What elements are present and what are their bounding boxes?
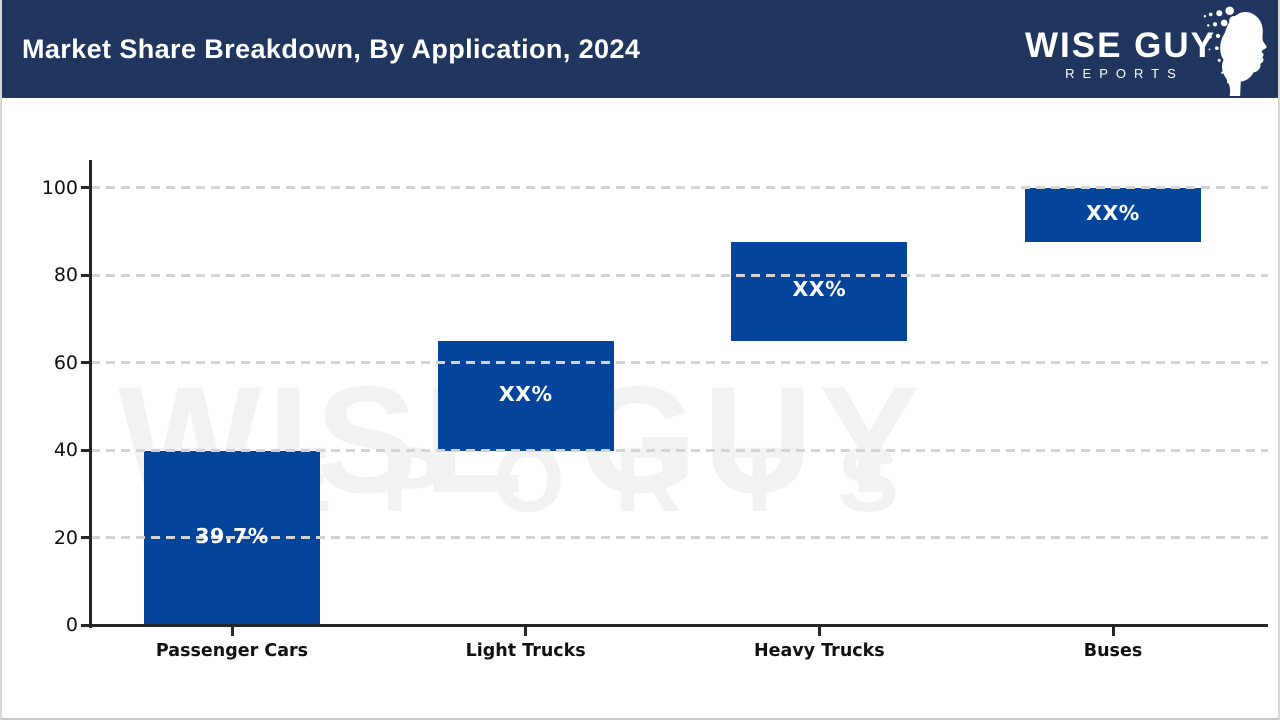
x-category-label-3: Buses xyxy=(1083,641,1143,661)
bar-value-label-2: XX% xyxy=(792,277,847,302)
y-tick-label-20: 20 xyxy=(53,526,78,549)
gridline-80 xyxy=(91,273,1268,277)
y-tick-label-40: 40 xyxy=(53,439,78,461)
x-tick-3 xyxy=(1111,627,1115,636)
y-tick-label-60: 60 xyxy=(53,351,78,374)
bar-value-label-0: 39.7% xyxy=(195,524,269,549)
y-tick-0 xyxy=(81,623,91,627)
gridline-40 xyxy=(91,448,1268,452)
header-bar: Market Share Breakdown, By Application, … xyxy=(2,0,1278,98)
bar-3 xyxy=(1025,187,1201,243)
bar-value-label-3: XX% xyxy=(1086,200,1140,225)
wise-guy-reports-logo: WISE GUY REPORTS xyxy=(1025,4,1268,96)
x-tick-2 xyxy=(817,627,821,636)
x-tick-0 xyxy=(230,627,234,636)
gridline-60 xyxy=(91,361,1268,364)
x-axis-line xyxy=(89,624,1268,627)
y-axis-line xyxy=(89,160,92,628)
x-category-label-1: Light Trucks xyxy=(465,641,586,661)
x-category-label-2: Heavy Trucks xyxy=(753,641,885,661)
y-tick-label-0: 0 xyxy=(65,614,78,636)
bar-2 xyxy=(731,242,908,341)
y-tick-label-80: 80 xyxy=(53,264,78,286)
dotted-head-icon xyxy=(1203,6,1267,96)
chart-plot-area: WISE GUY REPORTS 0 20 40 60 80 100 39.7% Passen… xyxy=(2,98,1278,718)
logo-wordmark: WISE GUY xyxy=(1024,25,1216,65)
y-tick-40 xyxy=(81,448,91,452)
x-tick-1 xyxy=(524,627,528,636)
bar-1 xyxy=(437,340,614,452)
gridline-20 xyxy=(91,536,1268,539)
x-category-label-0: Passenger Cars xyxy=(155,641,309,661)
y-tick-20 xyxy=(81,536,91,539)
y-tick-80 xyxy=(81,273,91,277)
logo-reports-label: REPORTS xyxy=(1065,65,1184,81)
gridline-100 xyxy=(91,186,1268,189)
bar-value-label-1: XX% xyxy=(498,381,553,406)
y-tick-label-100: 100 xyxy=(41,176,78,199)
logo-text-block: WISE GUY REPORTS xyxy=(1024,25,1216,81)
watermark-head-icon xyxy=(907,237,1142,568)
y-tick-100 xyxy=(81,186,91,189)
y-tick-60 xyxy=(81,361,91,364)
chart-title: Market Share Breakdown, By Application, … xyxy=(22,33,641,64)
